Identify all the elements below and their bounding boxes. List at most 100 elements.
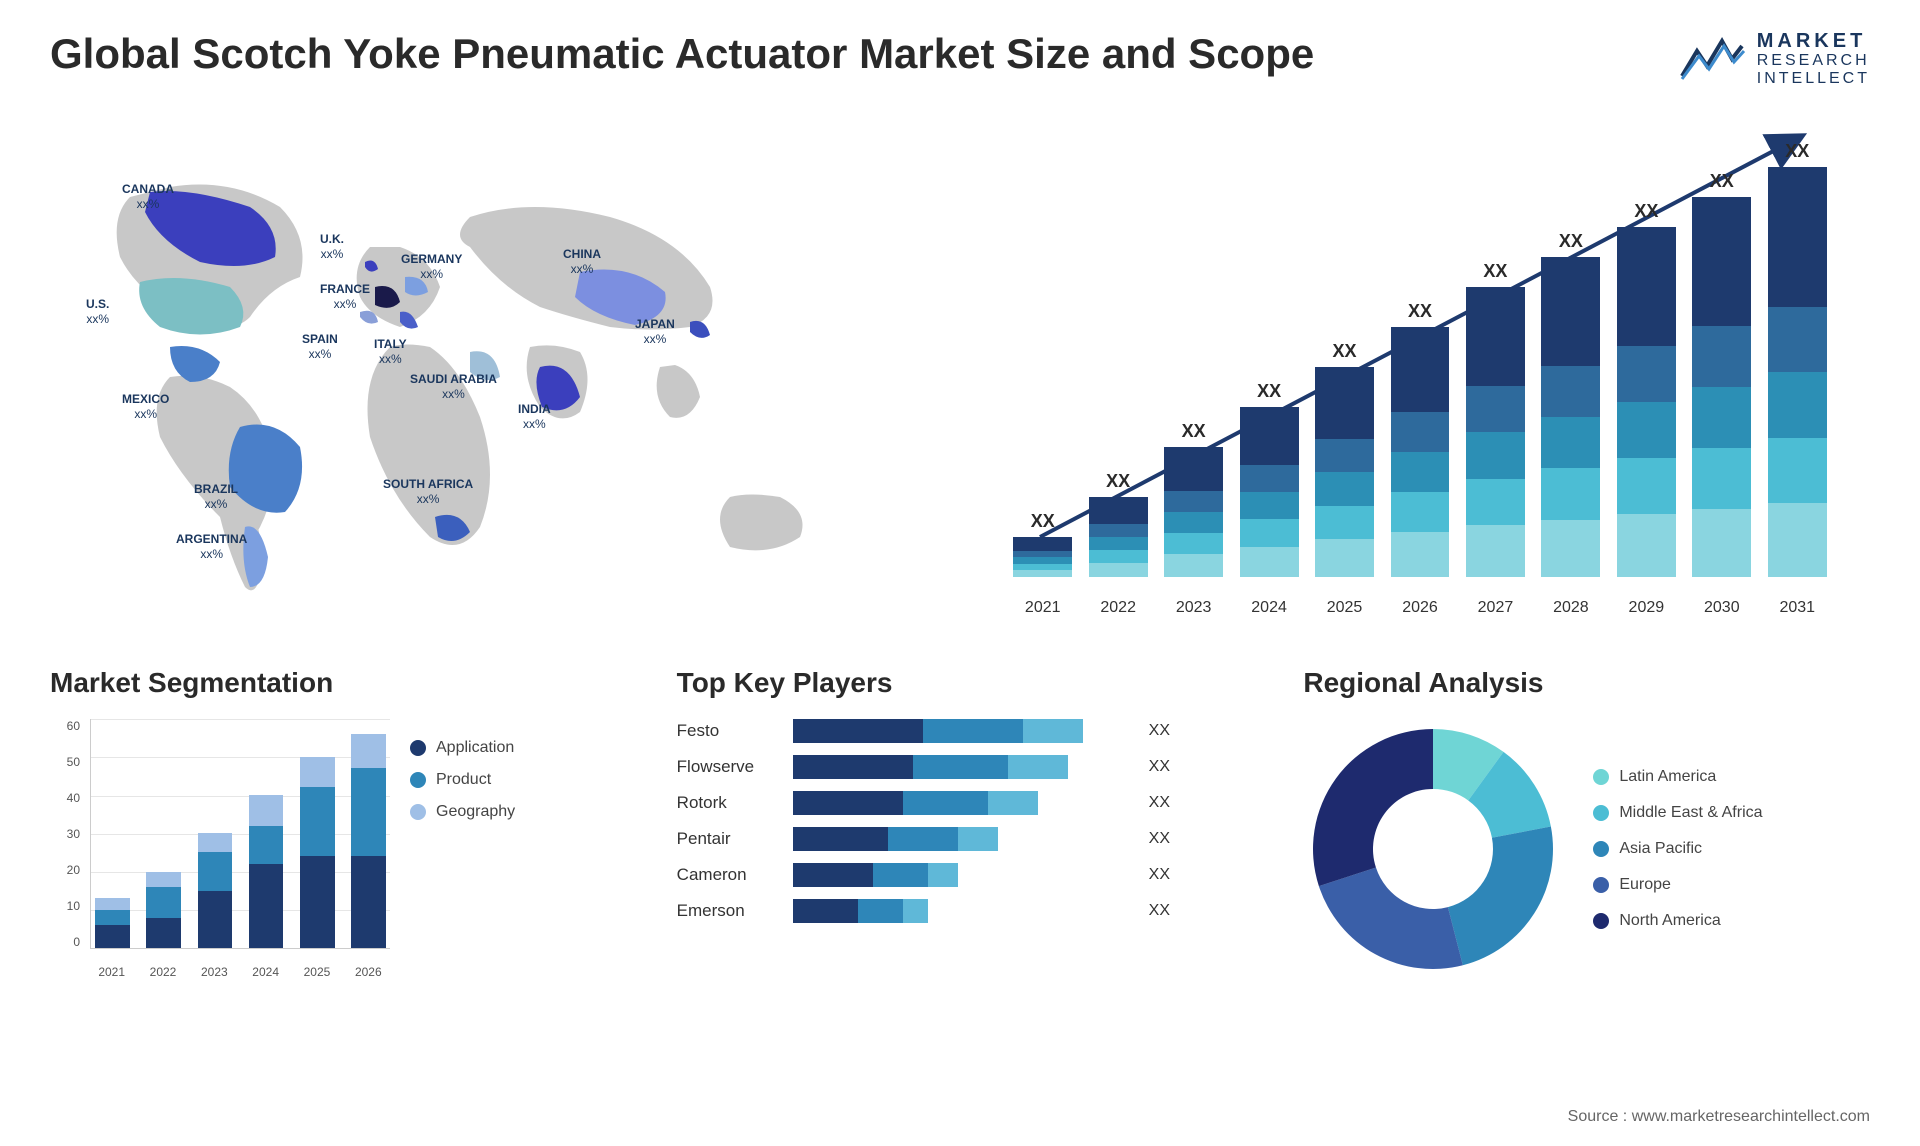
player-name: Festo (677, 721, 777, 741)
logo-line3: INTELLECT (1757, 70, 1870, 88)
legend-item: Geography (410, 803, 515, 821)
segmentation-title: Market Segmentation (50, 667, 617, 699)
growth-x-label: 2027 (1463, 599, 1528, 617)
growth-x-label: 2024 (1236, 599, 1301, 617)
player-row: Emerson XX (677, 899, 1244, 923)
segmentation-bar (91, 898, 134, 948)
logo-line2: RESEARCH (1757, 52, 1870, 70)
growth-value-label: XX (1333, 341, 1357, 362)
player-value: XX (1149, 722, 1170, 740)
donut-slice (1319, 868, 1463, 969)
growth-value-label: XX (1408, 301, 1432, 322)
map-label: U.K.xx% (320, 232, 344, 261)
map-label: ARGENTINAxx% (176, 532, 247, 561)
growth-value-label: XX (1710, 171, 1734, 192)
player-name: Emerson (677, 901, 777, 921)
key-players-chart: FestoXXFlowserveXXRotorkXXPentairXXCamer… (677, 719, 1244, 923)
growth-x-label: 2026 (1387, 599, 1452, 617)
player-value: XX (1149, 866, 1170, 884)
growth-value-label: XX (1559, 231, 1583, 252)
source-attribution: Source : www.marketresearchintellect.com (1568, 1108, 1870, 1126)
map-label: SAUDI ARABIAxx% (410, 372, 497, 401)
player-value: XX (1149, 758, 1170, 776)
player-bar (793, 827, 1133, 851)
source-label: Source : (1568, 1108, 1628, 1125)
logo-line1: MARKET (1757, 30, 1870, 52)
source-url: www.marketresearchintellect.com (1632, 1108, 1870, 1125)
player-row: RotorkXX (677, 791, 1244, 815)
growth-value-label: XX (1257, 381, 1281, 402)
player-bar (793, 791, 1133, 815)
growth-bar: XX (1010, 537, 1075, 577)
segmentation-panel: Market Segmentation 6050403020100 202120… (50, 667, 617, 979)
map-label: FRANCExx% (320, 282, 370, 311)
growth-x-label: 2030 (1689, 599, 1754, 617)
growth-x-label: 2029 (1614, 599, 1679, 617)
brand-logo: MARKET RESEARCH INTELLECT (1677, 30, 1870, 87)
growth-bar: XX (1538, 257, 1603, 577)
key-players-panel: Top Key Players FestoXXFlowserveXXRotork… (677, 667, 1244, 979)
growth-x-label: 2022 (1085, 599, 1150, 617)
segmentation-legend: Application Product Geography (410, 719, 515, 979)
world-map: CANADAxx%U.S.xx%MEXICOxx%BRAZILxx%ARGENT… (50, 117, 950, 617)
map-label: JAPANxx% (635, 317, 675, 346)
growth-bar: XX (1236, 407, 1301, 577)
player-bar (793, 899, 1133, 923)
legend-item: Product (410, 771, 515, 789)
growth-value-label: XX (1182, 421, 1206, 442)
growth-chart: XXXXXXXXXXXXXXXXXXXXXX 20212022202320242… (1010, 117, 1830, 617)
region-japan (690, 321, 710, 338)
bottom-row: Market Segmentation 6050403020100 202120… (50, 667, 1870, 979)
player-name: Pentair (677, 829, 777, 849)
donut-slice (1448, 827, 1553, 966)
growth-value-label: XX (1031, 511, 1055, 532)
player-bar (793, 719, 1133, 743)
key-players-title: Top Key Players (677, 667, 1244, 699)
growth-bar: XX (1161, 447, 1226, 577)
segmentation-chart: 6050403020100 202120222023202420252026 (50, 719, 390, 979)
legend-item: Asia Pacific (1593, 840, 1762, 858)
growth-bar: XX (1312, 367, 1377, 577)
legend-item: Middle East & Africa (1593, 804, 1762, 822)
growth-bar: XX (1387, 327, 1452, 577)
growth-bar: XX (1463, 287, 1528, 577)
map-label: GERMANYxx% (401, 252, 462, 281)
player-name: Flowserve (677, 757, 777, 777)
map-label: MEXICOxx% (122, 392, 169, 421)
map-label: CANADAxx% (122, 182, 174, 211)
map-label: INDIAxx% (518, 402, 551, 431)
player-bar (793, 755, 1133, 779)
legend-item: Application (410, 739, 515, 757)
player-value: XX (1149, 794, 1170, 812)
regional-legend: Latin America Middle East & Africa Asia Pa… (1593, 768, 1762, 930)
top-row: CANADAxx%U.S.xx%MEXICOxx%BRAZILxx%ARGENT… (50, 117, 1870, 617)
map-label: SPAINxx% (302, 332, 338, 361)
page-title: Global Scotch Yoke Pneumatic Actuator Ma… (50, 30, 1314, 78)
player-row: Festo XX (677, 719, 1244, 743)
player-row: Cameron XX (677, 863, 1244, 887)
growth-value-label: XX (1785, 141, 1809, 162)
growth-x-label: 2028 (1538, 599, 1603, 617)
legend-item: Europe (1593, 876, 1762, 894)
map-label: SOUTH AFRICAxx% (383, 477, 473, 506)
map-label: ITALYxx% (374, 337, 407, 366)
logo-icon (1677, 31, 1747, 86)
growth-bar: XX (1614, 227, 1679, 577)
growth-bar: XX (1689, 197, 1754, 577)
regional-donut (1303, 719, 1563, 979)
player-value: XX (1149, 902, 1170, 920)
header: Global Scotch Yoke Pneumatic Actuator Ma… (50, 30, 1870, 87)
region-usa (139, 278, 243, 335)
growth-value-label: XX (1634, 201, 1658, 222)
legend-item: Latin America (1593, 768, 1762, 786)
growth-bar: XX (1085, 497, 1150, 577)
growth-x-label: 2023 (1161, 599, 1226, 617)
regional-title: Regional Analysis (1303, 667, 1870, 699)
growth-x-label: 2025 (1312, 599, 1377, 617)
legend-item: North America (1593, 912, 1762, 930)
player-name: Cameron (677, 865, 777, 885)
regional-panel: Regional Analysis Latin America Middle Ea… (1303, 667, 1870, 979)
player-value: XX (1149, 830, 1170, 848)
map-label: BRAZILxx% (194, 482, 238, 511)
growth-bar: XX (1765, 167, 1830, 577)
